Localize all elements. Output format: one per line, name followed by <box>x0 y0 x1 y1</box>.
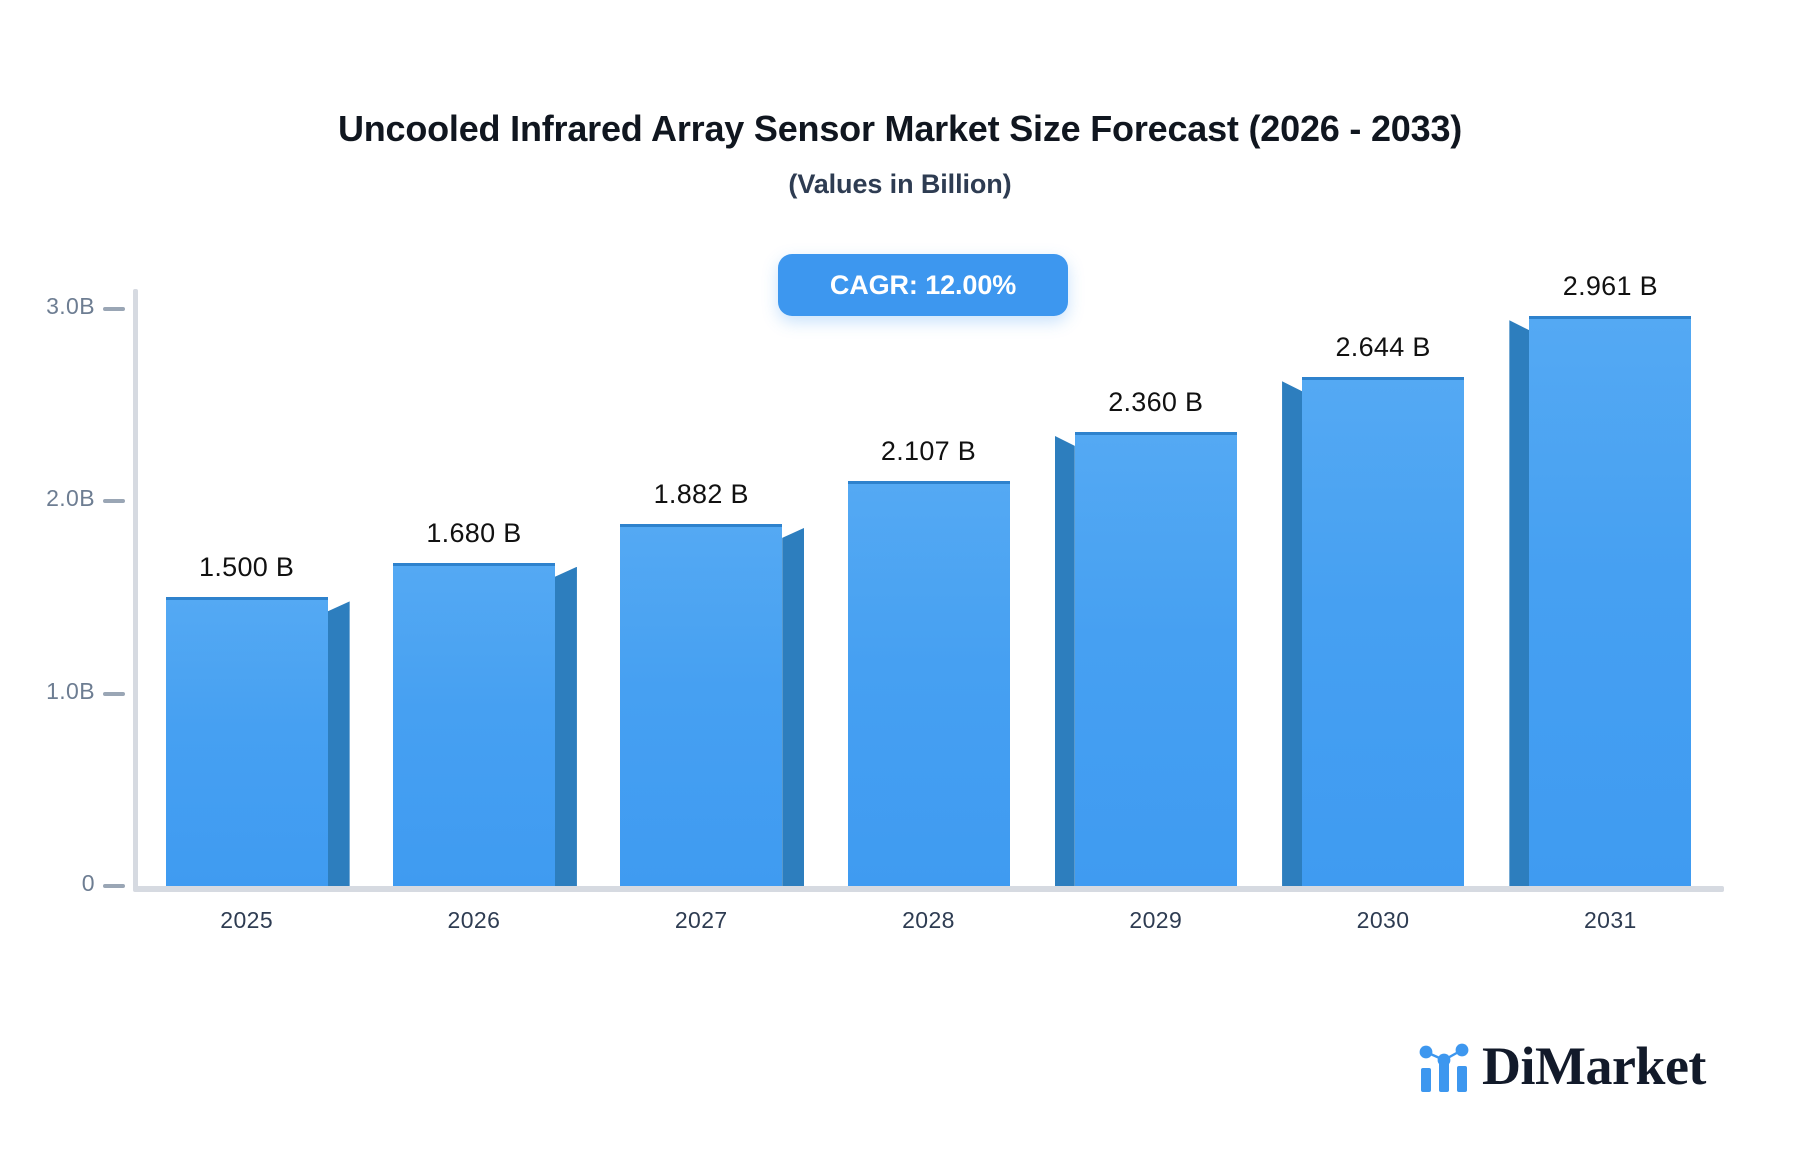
x-axis-tick-label: 2028 <box>902 907 955 933</box>
cagr-badge: CAGR: 12.00% <box>778 254 1068 316</box>
bar[interactable] <box>847 480 1010 886</box>
y-axis-tick-mark <box>103 306 125 311</box>
bar[interactable] <box>165 597 328 886</box>
brand-logo: DiMarket <box>1418 1038 1706 1094</box>
bar-3d-side <box>554 566 577 886</box>
bar[interactable] <box>392 562 555 886</box>
bar-value-label: 1.680 B <box>426 517 522 548</box>
bar-value-label: 2.107 B <box>880 435 977 466</box>
bar-chart-dots-icon <box>1419 1043 1469 1092</box>
page-title: Uncooled Infrared Array Sensor Market Si… <box>337 108 1463 149</box>
x-axis-tick-label: 2025 <box>220 907 274 933</box>
bar-value-label: 2.961 B <box>1562 271 1658 302</box>
y-axis-tick-label: 1.0B <box>46 677 95 704</box>
y-axis-tick-mark <box>103 499 125 504</box>
bar-group[interactable]: 2.961 B 2031 <box>1509 271 1692 933</box>
chart-subtitle: (Values in Billion) <box>788 169 1012 200</box>
bar[interactable] <box>1074 431 1237 886</box>
bar-value-label: 2.644 B <box>1335 332 1431 363</box>
bar-group[interactable]: 2.644 B 2030 <box>1282 332 1465 933</box>
x-axis-tick-label: 2030 <box>1356 907 1410 933</box>
x-axis-tick-label: 2031 <box>1583 907 1637 933</box>
y-axis-tick-mark <box>103 691 125 696</box>
x-axis-tick-label: 2026 <box>447 907 501 933</box>
bars-layer: 1.500 B 2025 1.680 B 2026 1.882 B 2027 2.107 B… <box>133 0 1724 1156</box>
y-axis-tick-mark <box>103 884 125 888</box>
bar[interactable] <box>1529 316 1692 886</box>
x-axis-tick-label: 2027 <box>674 907 728 933</box>
y-axis-tick-label: 2.0B <box>46 485 95 512</box>
bar[interactable] <box>1302 377 1465 886</box>
bar-3d-side <box>782 527 805 886</box>
bar-group[interactable]: 1.680 B 2026 <box>392 518 577 933</box>
bar-group[interactable]: 2.107 B 2028 <box>847 436 1010 933</box>
chart-header: Uncooled Infrared Array Sensor Market Si… <box>0 108 1800 200</box>
bar-3d-side <box>1509 320 1530 886</box>
bar-3d-side <box>327 601 350 886</box>
bar[interactable] <box>620 523 783 886</box>
bar-value-label: 1.500 B <box>199 552 295 583</box>
y-axis-tick-label: 3.0B <box>46 292 95 319</box>
bar-value-label: 1.882 B <box>653 478 749 509</box>
x-axis-line <box>133 886 1724 892</box>
bar-3d-side <box>1282 381 1303 886</box>
bar-group[interactable]: 1.882 B 2027 <box>620 479 805 933</box>
y-axis-tick-label: 0 <box>81 870 95 896</box>
x-axis-tick-label: 2029 <box>1129 907 1183 933</box>
bar-group[interactable]: 2.360 B 2029 <box>1054 387 1237 933</box>
bar-group[interactable]: 1.500 B 2025 <box>165 552 350 933</box>
logo-wordmark: DiMarket <box>1482 1036 1706 1096</box>
bar-value-label: 2.360 B <box>1108 386 1204 417</box>
y-axis-line <box>133 289 138 891</box>
bar-3d-side <box>1054 435 1075 886</box>
